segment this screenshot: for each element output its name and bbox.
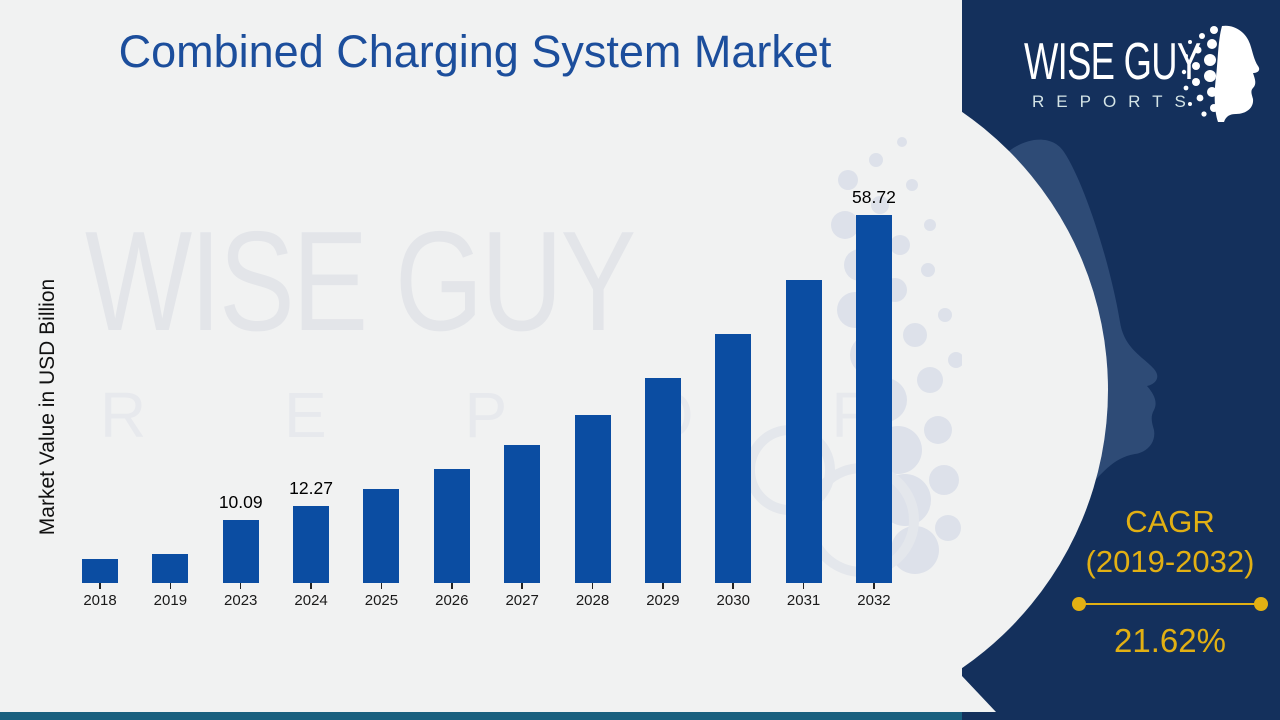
x-label-2028: 2028 [575, 592, 610, 609]
bar-value-label-2032: 58.72 [852, 187, 896, 207]
cagr-value: 21.62% [1114, 622, 1226, 659]
x-tick-2025 [380, 583, 383, 589]
brand-panel: WISE GUY REPORTS [962, 0, 1280, 720]
cagr-label: CAGR [1125, 504, 1215, 539]
x-tick-2029 [662, 583, 664, 589]
x-label-2026: 2026 [435, 592, 469, 609]
x-tick-2019 [169, 583, 172, 589]
footer-strip [0, 712, 962, 720]
bar-2019 [152, 554, 189, 583]
bar-value-label-2024: 12.27 [289, 478, 333, 498]
page-title: Combined Charging System Market [118, 26, 832, 77]
cagr-block: CAGR (2019-2032) 21.62% [1070, 503, 1270, 661]
bar-2025 [363, 489, 400, 583]
x-tick-2018 [99, 583, 101, 589]
x-tick-2028 [591, 583, 594, 589]
plot-area: 2018 2019 10.09 2023 12.27 2024 2025 2026 2027 20… [62, 160, 920, 609]
bar-2030 [715, 334, 752, 583]
panel-circle-cutout [962, 111, 1108, 669]
bar-2028 [574, 415, 611, 583]
x-label-2023: 2023 [224, 592, 258, 609]
bar-2018 [82, 559, 118, 583]
bar-2024 [293, 506, 330, 583]
x-label-2018: 2018 [83, 592, 117, 609]
bar-2031 [785, 280, 822, 583]
x-tick-2032 [873, 583, 875, 589]
brand-logo: WISE GUY REPORTS [962, 0, 1280, 140]
logo-face-profile-icon [1181, 25, 1260, 123]
corner-wedge [962, 676, 996, 712]
x-label-2031: 2031 [786, 592, 821, 609]
panel-decoration [962, 111, 1158, 712]
cagr-divider [1072, 597, 1268, 611]
bar-2029 [644, 378, 681, 583]
bar-2023 [222, 520, 259, 583]
divider-dot-right-icon [1254, 597, 1268, 611]
bar-2026 [433, 469, 470, 583]
x-tick-2023 [239, 583, 242, 589]
bar-value-label-2023: 10.09 [218, 492, 263, 512]
logo-wiseguy-text: WISE GUY [1024, 33, 1201, 91]
y-axis-label: Market Value in USD Billion [36, 278, 59, 536]
x-label-2032: 2032 [857, 592, 891, 609]
x-tick-2031 [802, 583, 805, 589]
logo-reports-text: REPORTS [1032, 92, 1198, 111]
x-label-2029: 2029 [646, 592, 680, 609]
x-label-2025: 2025 [364, 592, 399, 609]
x-label-2030: 2030 [716, 592, 750, 609]
x-tick-2026 [451, 583, 453, 589]
x-label-2027: 2027 [505, 592, 539, 609]
x-tick-2030 [732, 583, 734, 589]
x-label-2019: 2019 [153, 592, 188, 609]
bar-2027 [504, 445, 541, 583]
bar-2032 [855, 215, 892, 583]
x-tick-2027 [521, 583, 523, 589]
x-tick-2024 [310, 583, 312, 589]
divider-line [1078, 603, 1262, 605]
watermark-wiseguy-text: WISE GUY [85, 202, 636, 361]
x-label-2024: 2024 [294, 592, 328, 609]
cagr-range: (2019-2032) [1085, 544, 1255, 579]
